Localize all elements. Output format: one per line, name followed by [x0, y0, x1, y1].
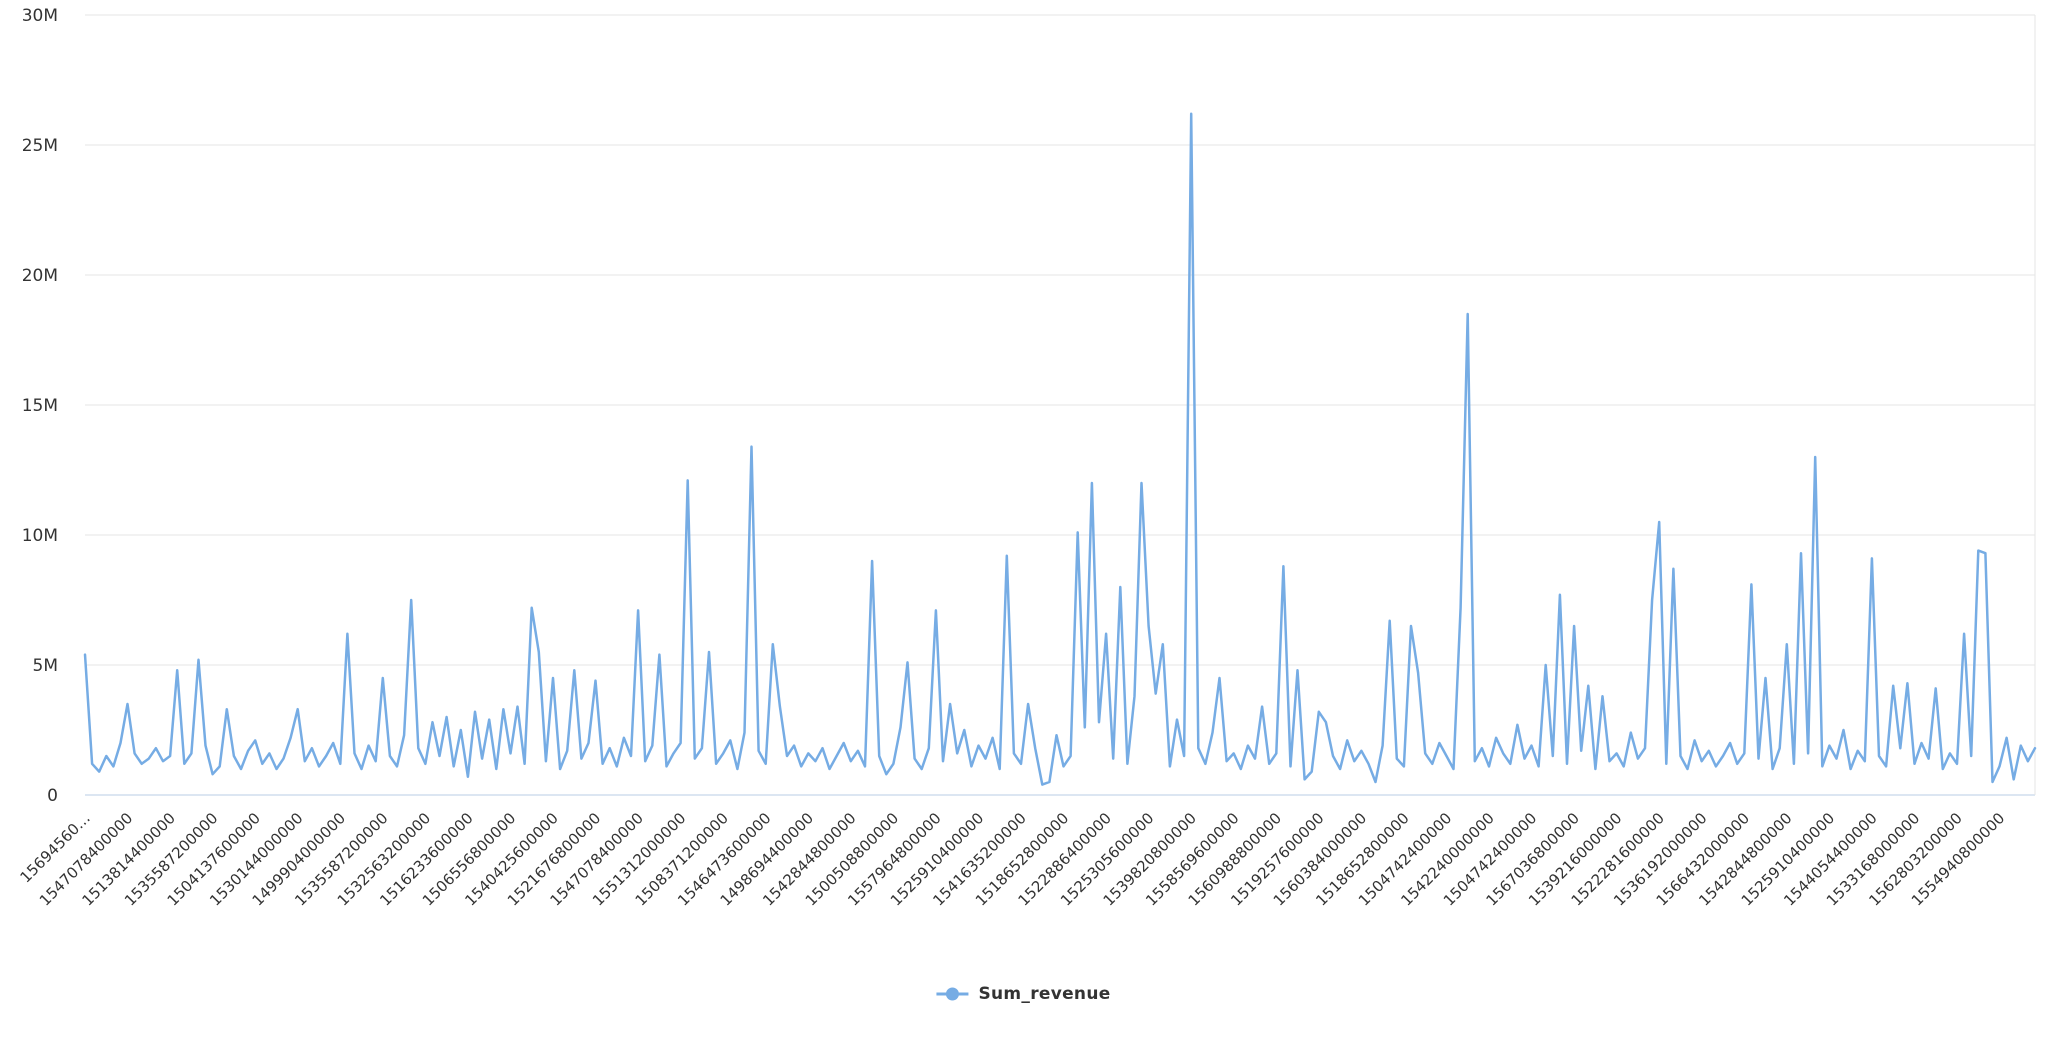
legend-line-dot-icon: [936, 987, 969, 1001]
legend-label: Sum_revenue: [978, 984, 1111, 1004]
y-axis-label: 15M: [22, 396, 58, 416]
y-axis-label: 10M: [22, 526, 58, 546]
sum-revenue-series-line: [83, 112, 2037, 786]
y-axis-label: 20M: [22, 266, 58, 286]
y-axis-label: 30M: [22, 6, 58, 26]
legend-item-sum-revenue[interactable]: Sum_revenue: [935, 984, 1110, 1004]
y-axis-label: 0: [47, 786, 58, 806]
y-axis-label: 25M: [22, 136, 58, 156]
y-axis-label: 5M: [33, 656, 58, 676]
